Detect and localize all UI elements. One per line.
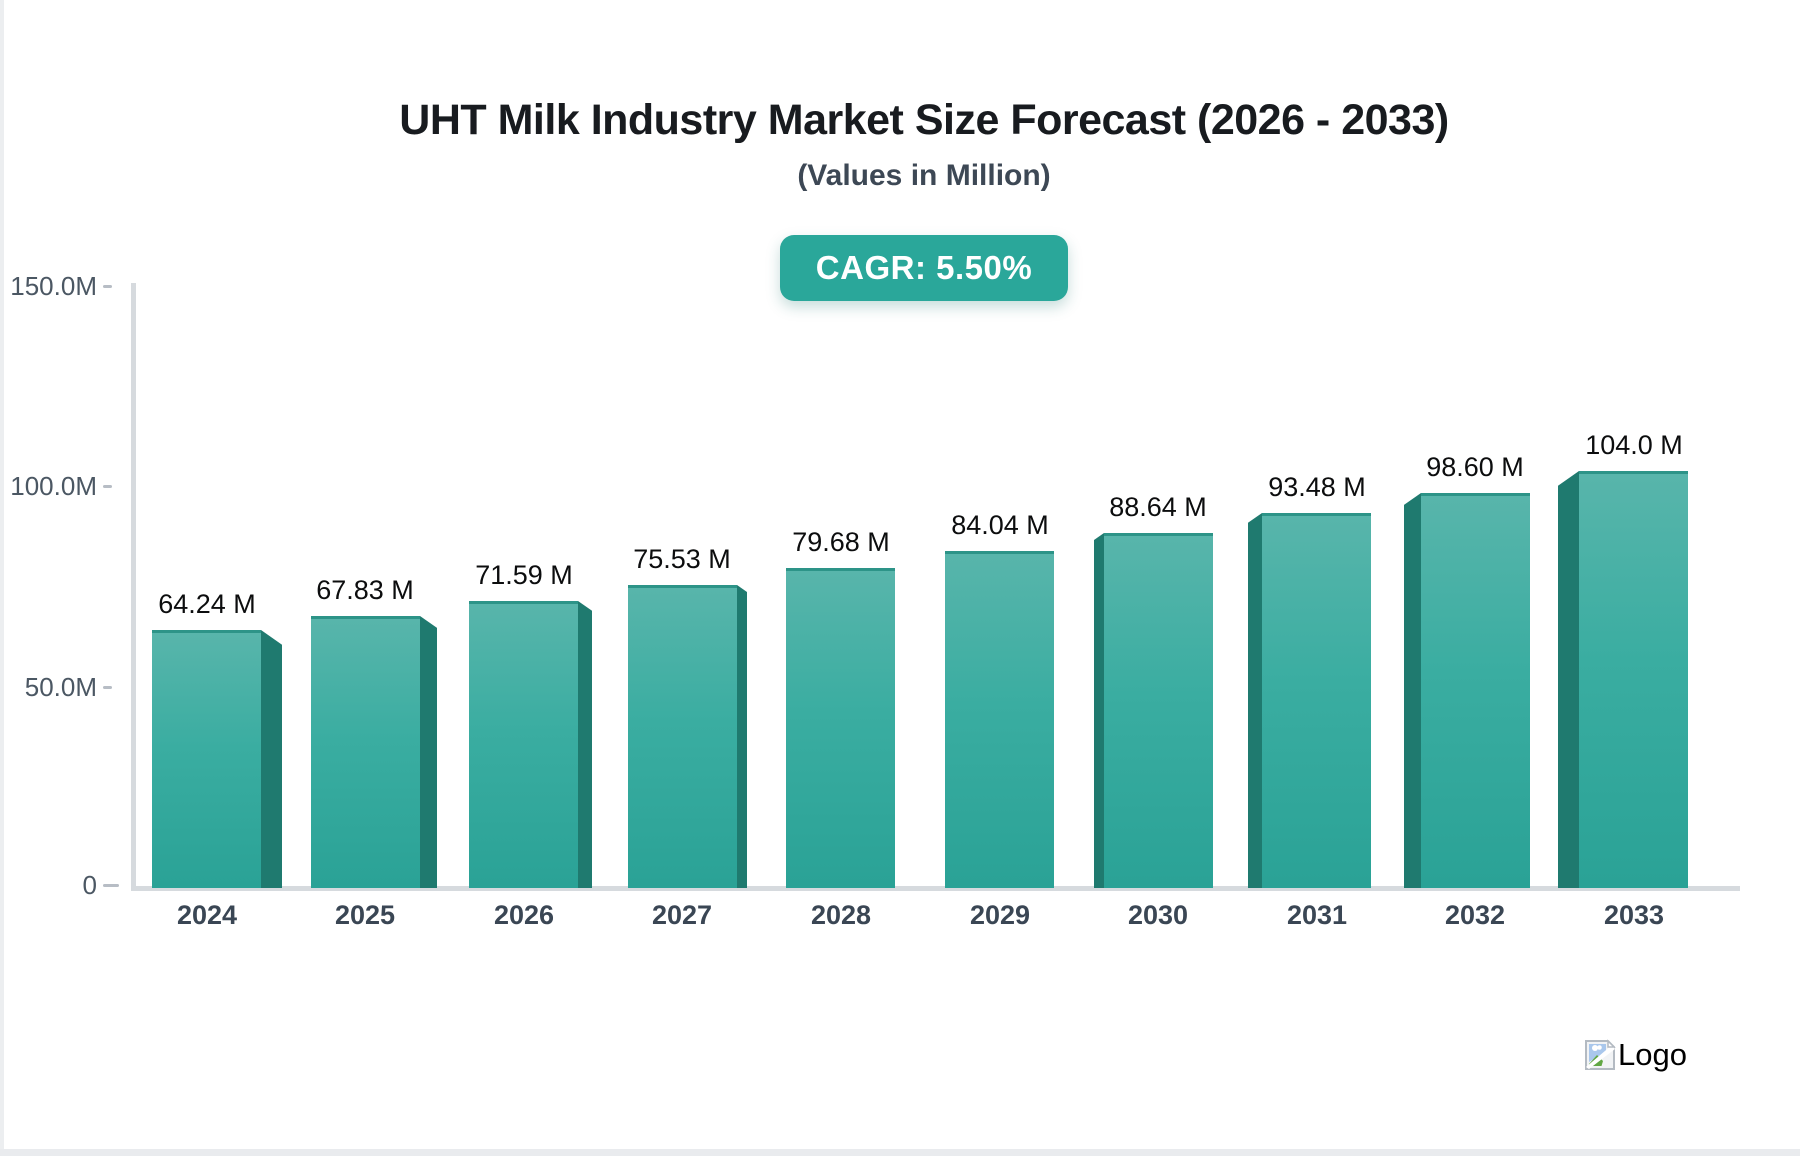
- bar-2026: [469, 601, 592, 888]
- x-axis-label: 2025: [334, 900, 396, 930]
- bar-2025: [311, 616, 437, 888]
- y-tick-label: 50.0M: [24, 672, 97, 702]
- bar-face: [1579, 471, 1688, 888]
- bar-2028: [786, 568, 895, 888]
- x-axis-label: 2032: [1444, 900, 1506, 930]
- bar-2033: [1558, 471, 1688, 888]
- window-bottom-edge: [0, 1149, 1800, 1156]
- y-tick-mark: [103, 686, 112, 689]
- logo-text: Logo: [1618, 1037, 1687, 1072]
- x-axis-label: 2028: [810, 900, 872, 930]
- y-axis-line: [131, 283, 136, 891]
- bar-value-label: 88.64 M: [1109, 492, 1207, 522]
- bar-value-label: 67.83 M: [316, 575, 414, 605]
- x-axis-label: 2027: [651, 900, 713, 930]
- y-tick-label: 150.0M: [10, 271, 97, 301]
- bar-value-label: 93.48 M: [1268, 472, 1366, 502]
- bar-2029: [945, 551, 1054, 888]
- x-axis-label: 2033: [1603, 900, 1665, 930]
- x-axis-label: 2026: [493, 900, 555, 930]
- bar-face: [945, 551, 1054, 888]
- bar-2024: [152, 630, 282, 888]
- page-title: UHT Milk Industry Market Size Forecast (…: [399, 96, 1449, 144]
- bar-face: [311, 616, 420, 888]
- bar-face: [786, 568, 895, 888]
- x-axis-baseline: [131, 886, 1740, 891]
- bar-value-label: 79.68 M: [792, 527, 890, 557]
- y-tick-mark: [103, 884, 119, 887]
- bar-side-3d: [1248, 513, 1262, 888]
- y-tick-mark: [103, 285, 112, 288]
- bar-2031: [1248, 513, 1371, 888]
- bar-2027: [628, 585, 747, 888]
- chart-header: UHT Milk Industry Market Size Forecast (…: [0, 0, 1800, 302]
- x-axis-label: 2031: [1286, 900, 1348, 930]
- bar-face: [469, 601, 578, 888]
- cagr-badge: CAGR: 5.50%: [779, 235, 1069, 302]
- bar-value-label: 98.60 M: [1426, 452, 1524, 482]
- bar-value-label: 71.59 M: [475, 560, 573, 590]
- bar-value-label: 64.24 M: [158, 589, 256, 619]
- bar-side-3d: [1094, 533, 1104, 888]
- logo: Logo: [1583, 1038, 1687, 1072]
- bar-side-3d: [261, 630, 282, 888]
- bar-face: [1104, 533, 1213, 888]
- bar-face: [1421, 493, 1530, 888]
- x-axis-label: 2030: [1127, 900, 1189, 930]
- bar-face: [1262, 513, 1371, 888]
- broken-image-icon: [1585, 1039, 1616, 1070]
- y-tick-label: 100.0M: [10, 471, 97, 501]
- bar-value-label: 104.0 M: [1585, 430, 1683, 460]
- y-tick-mark: [103, 485, 112, 488]
- bar-face: [152, 630, 261, 888]
- bar-face: [628, 585, 737, 888]
- bar-side-3d: [1404, 493, 1421, 888]
- x-axis-label: 2024: [176, 900, 238, 930]
- bar-value-label: 75.53 M: [633, 544, 731, 574]
- bar-value-label: 84.04 M: [951, 510, 1049, 540]
- x-axis-label: 2029: [969, 900, 1031, 930]
- bar-side-3d: [578, 601, 592, 888]
- bar-2030: [1094, 533, 1213, 888]
- window-left-edge: [0, 0, 4, 1156]
- bar-side-3d: [420, 616, 437, 888]
- page-subtitle: (Values in Million): [797, 159, 1051, 193]
- bar-side-3d: [737, 585, 747, 888]
- bar-side-3d: [1558, 471, 1579, 888]
- bar-2032: [1404, 493, 1530, 888]
- y-tick-label: 0: [82, 870, 97, 900]
